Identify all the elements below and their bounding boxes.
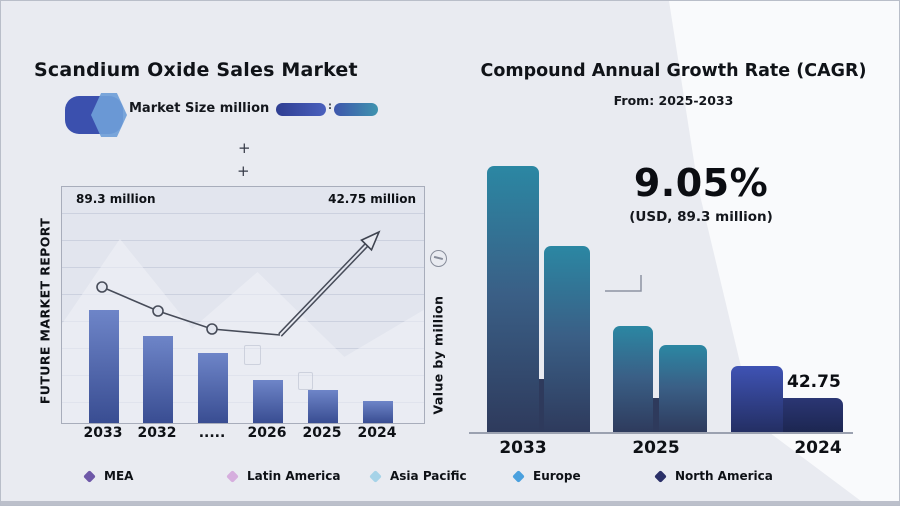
left-chart-bar [198, 353, 228, 423]
right-chart-xlabel: 2024 [794, 438, 842, 458]
left-chart-xlabel: 2025 [302, 425, 342, 441]
legend-label: MEA [104, 469, 134, 483]
right-chart-bar-a [487, 166, 539, 433]
right-chart-bar-b [659, 345, 707, 433]
left-chart-bar [143, 336, 173, 423]
minus-circle-icon [430, 250, 447, 267]
ratio-separator: : [328, 101, 332, 112]
right-chart-axis-line [469, 432, 853, 434]
left-chart-x-axis: 2033 2032..... 2026 2025 2024 [61, 425, 423, 443]
legend-diamond-icon [226, 469, 239, 483]
left-chart-end-value: 42.75 million [328, 192, 416, 206]
left-chart-start-value: 89.3 million [76, 192, 156, 206]
left-chart-xlabel: 2033 [83, 425, 123, 441]
legend-item: Latin America [226, 468, 341, 484]
legend-item: Asia Pacific [369, 468, 467, 484]
right-chart-xlabel: 2033 [499, 438, 547, 458]
bar-value-label: 42.75 [787, 372, 841, 392]
market-size-label: Market Size million [129, 101, 270, 116]
right-chart-bar-join [539, 379, 544, 433]
left-chart-xlabel: 2026 [247, 425, 287, 441]
right-chart-bar-join [653, 398, 659, 433]
legend-diamond-icon [83, 469, 96, 483]
right-chart-bar-b [544, 246, 590, 433]
cagr-usd-caption: (USD, 89.3 million) [629, 209, 773, 225]
legend-diamond-icon [369, 469, 382, 483]
legend-label: North America [675, 469, 773, 483]
plus-mark-icon: + [238, 139, 251, 157]
legend-item: MEA [83, 468, 134, 484]
page-title: Scandium Oxide Sales Market [34, 59, 358, 81]
plus-mark-icon: + [237, 162, 250, 180]
left-chart-bar [253, 380, 283, 423]
cagr-period: From: 2025-2033 [613, 93, 734, 108]
left-chart-xlabel: 2032 [137, 425, 177, 441]
watermark-doc-icon [298, 372, 313, 390]
ratio-pill-right [334, 103, 378, 116]
legend-item: North America [654, 468, 773, 484]
cagr-title: Compound Annual Growth Rate (CAGR) [480, 61, 867, 81]
right-chart-bar-a [613, 326, 653, 433]
right-chart-bar-a [731, 366, 783, 433]
legend-diamond-icon [512, 469, 525, 483]
left-chart-xlabel: ..... [198, 425, 226, 441]
left-chart-xlabel: 2024 [357, 425, 397, 441]
left-chart-bar [363, 401, 393, 423]
legend-label: Europe [533, 469, 581, 483]
market-size-icon [65, 93, 161, 137]
bottom-edge-strip [1, 501, 899, 505]
legend-diamond-icon [654, 469, 667, 483]
right-chart-bar-b [783, 398, 843, 433]
cagr-percentage: 9.05% [633, 161, 769, 205]
legend-label: Asia Pacific [390, 469, 467, 483]
right-chart-xlabel: 2025 [632, 438, 680, 458]
ratio-pill-left [276, 103, 326, 116]
legend-label: Latin America [247, 469, 341, 483]
left-chart-bar [308, 390, 338, 423]
watermark-doc-icon [244, 345, 261, 365]
legend-item: Europe [512, 468, 581, 484]
